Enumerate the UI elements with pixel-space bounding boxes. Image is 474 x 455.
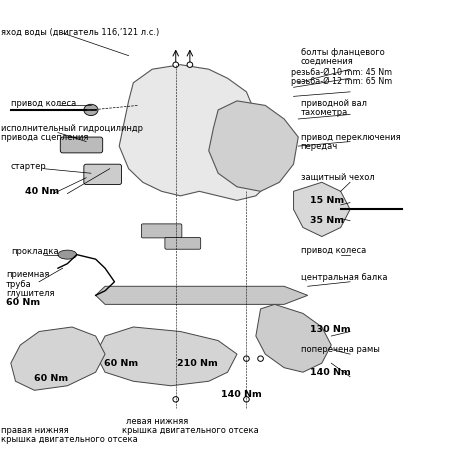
Text: привод колеса: привод колеса [11, 99, 76, 108]
PathPatch shape [96, 286, 308, 304]
Text: центральная балка: центральная балка [301, 273, 387, 282]
Text: исполнительный гидроцилиндр: исполнительный гидроцилиндр [1, 123, 144, 132]
FancyBboxPatch shape [84, 164, 121, 185]
Ellipse shape [187, 62, 193, 67]
Ellipse shape [244, 397, 249, 402]
Text: болты фланцевого: болты фланцевого [301, 47, 384, 56]
Text: поперечена рамы: поперечена рамы [301, 345, 380, 354]
Text: соединения: соединения [301, 56, 353, 66]
Text: 60 Nm: 60 Nm [6, 298, 40, 307]
Text: 140 Nm: 140 Nm [221, 390, 262, 399]
Ellipse shape [244, 356, 249, 361]
Text: стартер: стартер [11, 162, 46, 171]
Text: привод переключения: привод переключения [301, 132, 400, 142]
Text: 60 Nm: 60 Nm [35, 374, 69, 384]
PathPatch shape [96, 327, 237, 386]
PathPatch shape [293, 182, 350, 237]
Ellipse shape [173, 397, 179, 402]
Text: прокладка: прокладка [11, 247, 58, 256]
Ellipse shape [173, 62, 179, 67]
FancyBboxPatch shape [141, 224, 182, 238]
Text: правая нижняя: правая нижняя [1, 425, 69, 435]
Text: глушителя: глушителя [6, 288, 55, 298]
Text: 15 Nm: 15 Nm [310, 196, 344, 205]
Text: резьба-Ø 12 mm: 65 Nm: резьба-Ø 12 mm: 65 Nm [291, 77, 392, 86]
Text: резьба-Ø 10 mm: 45 Nm: резьба-Ø 10 mm: 45 Nm [291, 68, 392, 77]
Text: 130 Nm: 130 Nm [310, 325, 351, 334]
Text: привода сцепления: привода сцепления [1, 132, 89, 142]
Text: 60 Nm: 60 Nm [104, 359, 138, 368]
PathPatch shape [209, 101, 298, 191]
Text: крышка двигательного отсека: крышка двигательного отсека [121, 425, 258, 435]
Text: тахометра: тахометра [301, 108, 348, 116]
Text: привод колеса: привод колеса [301, 246, 366, 255]
Text: передач: передач [301, 142, 338, 151]
PathPatch shape [256, 304, 331, 372]
PathPatch shape [11, 327, 105, 390]
Text: 210 Nm: 210 Nm [177, 359, 217, 368]
PathPatch shape [119, 65, 275, 200]
Text: приемная: приемная [6, 270, 49, 279]
Text: труба: труба [6, 279, 32, 288]
Text: левая нижняя: левая нижняя [126, 416, 189, 425]
Text: приводной вал: приводной вал [301, 99, 366, 108]
Text: 35 Nm: 35 Nm [310, 216, 344, 225]
Text: 140 Nm: 140 Nm [310, 368, 351, 377]
FancyBboxPatch shape [60, 137, 103, 153]
Text: 40 Nm: 40 Nm [25, 187, 59, 196]
Ellipse shape [58, 250, 77, 259]
FancyBboxPatch shape [165, 238, 201, 249]
Ellipse shape [258, 356, 264, 361]
Text: яход воды (двигатель 116,’121 л.с.): яход воды (двигатель 116,’121 л.с.) [1, 28, 160, 37]
Text: крышка двигательного отсека: крышка двигательного отсека [1, 435, 138, 444]
Text: защитный чехол: защитный чехол [301, 173, 374, 182]
Ellipse shape [84, 104, 98, 116]
